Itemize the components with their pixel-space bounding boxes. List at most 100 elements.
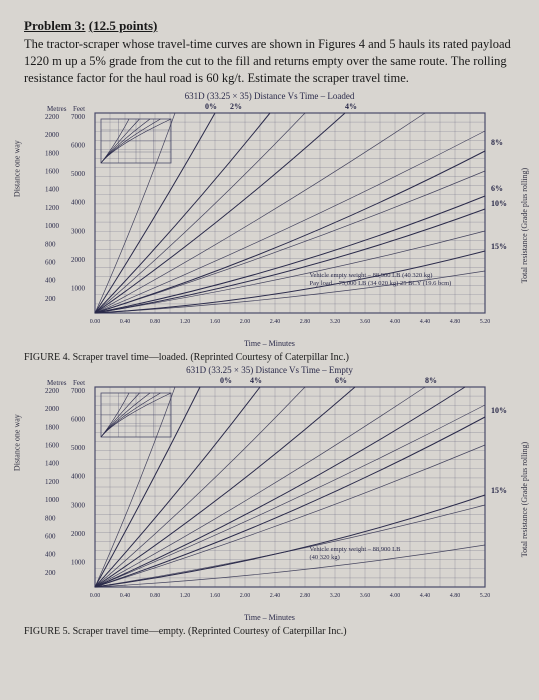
svg-text:5.20: 5.20	[479, 319, 490, 325]
svg-text:400: 400	[45, 550, 56, 558]
svg-text:1400: 1400	[45, 459, 60, 467]
svg-text:10%: 10%	[491, 406, 507, 415]
svg-text:2000: 2000	[71, 529, 86, 537]
svg-text:3.20: 3.20	[329, 593, 340, 599]
chart2-yright-label: Total resistance (Grade plus rolling)	[520, 441, 529, 556]
svg-text:0.80: 0.80	[149, 593, 160, 599]
svg-text:800: 800	[45, 514, 56, 522]
svg-text:3.60: 3.60	[359, 593, 370, 599]
problem-body: The tractor-scraper whose travel-time cu…	[24, 36, 515, 87]
svg-text:4000: 4000	[71, 198, 86, 206]
svg-text:Vehicle empty weight – 88,900: Vehicle empty weight – 88,900 LB (40 320…	[309, 272, 432, 279]
svg-text:0%: 0%	[205, 102, 217, 111]
svg-text:2.00: 2.00	[239, 319, 250, 325]
svg-text:Vehicle empty weight – 88,900: Vehicle empty weight – 88,900 LB	[309, 546, 401, 553]
svg-text:Feet: Feet	[73, 379, 85, 387]
svg-text:2.40: 2.40	[269, 319, 280, 325]
svg-text:4.80: 4.80	[449, 593, 460, 599]
chart1-container: Distance one way MetresFeet2200200018001…	[25, 101, 515, 341]
problem-points: (12.5 points)	[89, 18, 158, 33]
svg-text:0.00: 0.00	[89, 593, 100, 599]
svg-text:1.60: 1.60	[209, 593, 220, 599]
svg-text:0.40: 0.40	[119, 593, 130, 599]
svg-text:4.00: 4.00	[389, 593, 400, 599]
svg-text:200: 200	[45, 294, 56, 302]
svg-text:8%: 8%	[491, 138, 503, 147]
figure5-caption: FIGURE 5. Scraper travel time—empty. (Re…	[24, 626, 515, 637]
svg-text:2000: 2000	[45, 405, 60, 413]
chart1-svg: Metres Feet 2200 2000 1800 1600 1400 1200 1000 80…	[25, 101, 515, 336]
figure4-caption: FIGURE 4. Scraper travel time—loaded. (R…	[24, 352, 515, 363]
svg-text:2200: 2200	[45, 113, 60, 121]
svg-text:4.40: 4.40	[419, 593, 430, 599]
svg-text:1000: 1000	[45, 222, 60, 230]
svg-text:7000: 7000	[71, 387, 86, 395]
svg-text:6%: 6%	[491, 184, 503, 193]
svg-text:6000: 6000	[71, 141, 86, 149]
chart1-title: 631D (33.25 × 35) Distance Vs Time – Loa…	[24, 91, 515, 101]
svg-text:2%: 2%	[230, 102, 242, 111]
svg-text:6000: 6000	[71, 415, 86, 423]
svg-text:4000: 4000	[71, 472, 86, 480]
svg-text:Pay load – 75,000 LB (34 020 k: Pay load – 75,000 LB (34 020 kg) 25 BCY …	[309, 280, 451, 287]
svg-text:3000: 3000	[71, 501, 86, 509]
svg-text:3.60: 3.60	[359, 319, 370, 325]
svg-text:5000: 5000	[71, 444, 86, 452]
svg-text:6%: 6%	[335, 376, 347, 385]
svg-text:1000: 1000	[71, 284, 86, 292]
svg-text:2.80: 2.80	[299, 593, 310, 599]
svg-text:2200: 2200	[45, 387, 60, 395]
svg-text:600: 600	[45, 532, 56, 540]
chart2-svg: Metres Feet 2200 2000 1800 1600 1400 1200 1000 80…	[25, 375, 515, 610]
chart2-title: 631D (33.25 × 35) Distance Vs Time – Emp…	[24, 365, 515, 375]
svg-text:0.80: 0.80	[149, 319, 160, 325]
problem-heading: Problem 3: (12.5 points)	[24, 18, 515, 34]
svg-text:2000: 2000	[45, 131, 60, 139]
svg-text:2.80: 2.80	[299, 319, 310, 325]
svg-text:4.80: 4.80	[449, 319, 460, 325]
svg-text:600: 600	[45, 258, 56, 266]
svg-text:5000: 5000	[71, 170, 86, 178]
svg-text:2.40: 2.40	[269, 593, 280, 599]
svg-text:1.20: 1.20	[179, 319, 190, 325]
svg-text:2.00: 2.00	[239, 593, 250, 599]
svg-text:8%: 8%	[425, 376, 437, 385]
svg-text:1200: 1200	[45, 204, 60, 212]
svg-text:Metres: Metres	[47, 105, 67, 113]
svg-text:3.20: 3.20	[329, 319, 340, 325]
svg-text:1.60: 1.60	[209, 319, 220, 325]
svg-text:1400: 1400	[45, 185, 60, 193]
chart2-container: Distance one way MetresFeet2200200018001…	[25, 375, 515, 615]
chart1-yleft-label: Distance one way	[12, 140, 21, 197]
svg-text:1600: 1600	[45, 441, 60, 449]
svg-text:0.00: 0.00	[89, 319, 100, 325]
svg-text:200: 200	[45, 568, 56, 576]
svg-text:1200: 1200	[45, 478, 60, 486]
svg-text:Metres: Metres	[47, 379, 67, 387]
svg-text:5.20: 5.20	[479, 593, 490, 599]
chart2-yleft-label: Distance one way	[12, 414, 21, 471]
svg-text:1000: 1000	[45, 496, 60, 504]
svg-text:2000: 2000	[71, 255, 86, 263]
svg-text:4.00: 4.00	[389, 319, 400, 325]
chart1-yright-label: Total resistance (Grade plus rolling)	[520, 167, 529, 282]
svg-text:15%: 15%	[491, 486, 507, 495]
svg-text:1800: 1800	[45, 423, 60, 431]
svg-text:0%: 0%	[220, 376, 232, 385]
svg-text:400: 400	[45, 276, 56, 284]
svg-text:(40 320 kg): (40 320 kg)	[309, 554, 339, 561]
svg-text:4%: 4%	[345, 102, 357, 111]
svg-text:4%: 4%	[250, 376, 262, 385]
svg-text:10%: 10%	[491, 199, 507, 208]
svg-text:1600: 1600	[45, 167, 60, 175]
svg-text:1000: 1000	[71, 558, 86, 566]
svg-text:15%: 15%	[491, 242, 507, 251]
svg-text:Feet: Feet	[73, 105, 85, 113]
svg-text:3000: 3000	[71, 227, 86, 235]
svg-text:1.20: 1.20	[179, 593, 190, 599]
svg-text:1800: 1800	[45, 149, 60, 157]
svg-text:800: 800	[45, 240, 56, 248]
svg-text:4.40: 4.40	[419, 319, 430, 325]
svg-text:7000: 7000	[71, 113, 86, 121]
svg-text:0.40: 0.40	[119, 319, 130, 325]
